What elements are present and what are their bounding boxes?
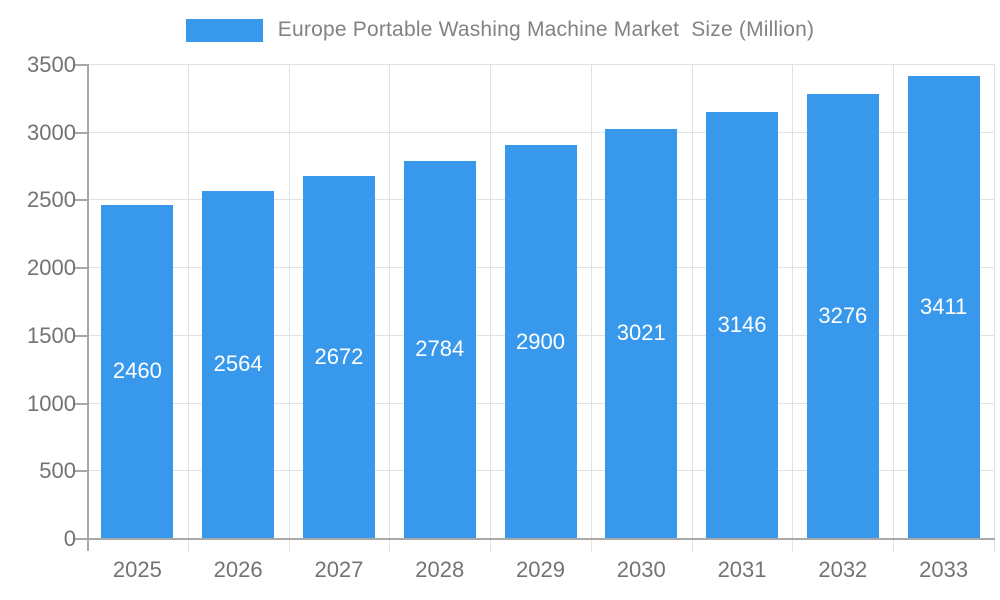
h-gridline: [87, 131, 994, 133]
y-tick-mark: [73, 402, 87, 405]
x-tick-label: 2028: [415, 557, 465, 582]
y-tick-label: 1500: [27, 322, 76, 348]
h-gridline: [87, 64, 994, 65]
v-gridline: [490, 64, 492, 538]
x-tick-mark: [691, 540, 693, 552]
y-tick-label: 500: [39, 458, 76, 484]
y-tick-mark: [73, 470, 87, 473]
y-tick-mark: [73, 131, 87, 134]
x-tick-mark: [590, 540, 592, 552]
y-axis-line: [87, 64, 89, 551]
x-tick-mark: [792, 540, 794, 552]
bar[interactable]: [706, 111, 779, 538]
legend-label: Europe Portable Washing Machine Market S…: [277, 18, 815, 41]
y-tick-mark: [73, 199, 87, 202]
v-gridline: [691, 64, 693, 538]
x-tick-label: 2027: [314, 557, 364, 582]
legend[interactable]: Europe Portable Washing Machine Market S…: [0, 18, 1000, 42]
bar[interactable]: [403, 160, 476, 538]
x-tick-mark: [994, 540, 995, 552]
bar[interactable]: [302, 176, 375, 538]
x-tick-label: 2032: [818, 557, 868, 582]
y-tick-mark: [73, 267, 87, 270]
x-tick-mark: [490, 540, 492, 552]
y-tick-label: 2000: [27, 255, 76, 281]
bar[interactable]: [101, 204, 174, 538]
y-tick-mark: [73, 334, 87, 337]
y-tick-label: 2500: [27, 187, 76, 213]
bar[interactable]: [504, 145, 577, 538]
x-tick-mark: [187, 540, 189, 552]
v-gridline: [389, 64, 391, 538]
x-tick-label: 2025: [112, 557, 162, 582]
x-tick-mark: [288, 540, 290, 552]
y-tick-label: 3000: [27, 119, 76, 145]
y-tick-label: 1000: [27, 390, 76, 416]
v-gridline: [893, 64, 895, 538]
bar[interactable]: [806, 94, 879, 538]
x-tick-label: 2031: [717, 557, 767, 582]
bar[interactable]: [907, 76, 980, 538]
x-axis-line: [80, 538, 995, 540]
y-tick-mark: [73, 64, 87, 66]
x-tick-label: 2033: [919, 557, 969, 582]
v-gridline: [792, 64, 794, 538]
legend-swatch: [185, 18, 263, 42]
v-gridline: [187, 64, 189, 538]
y-tick-label: 0: [63, 526, 76, 551]
v-gridline: [590, 64, 592, 538]
bar[interactable]: [605, 128, 678, 538]
x-tick-label: 2029: [516, 557, 565, 582]
x-tick-mark: [389, 540, 391, 552]
x-tick-mark: [893, 540, 895, 552]
x-tick-label: 2026: [213, 557, 263, 582]
x-tick-label: 2030: [616, 557, 666, 582]
bar[interactable]: [202, 190, 275, 538]
v-gridline: [994, 64, 995, 538]
v-gridline: [288, 64, 290, 538]
y-tick-label: 3500: [27, 52, 76, 77]
